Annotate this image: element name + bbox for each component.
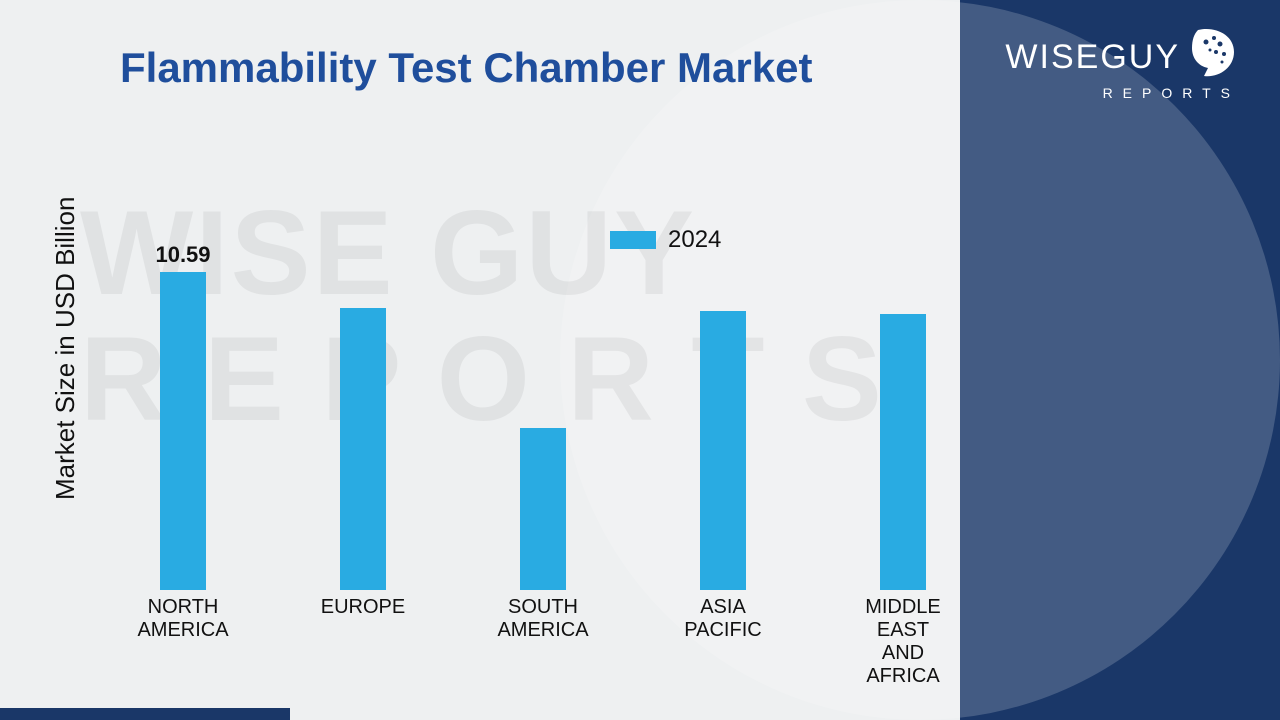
bottom-accent-bar [0,708,290,720]
bar [160,272,206,590]
canvas: WISEGUY REPORTS WISE GUY R E P O R T S F… [0,0,1280,720]
bar-category-label: SOUTHAMERICA [453,590,633,642]
bar [880,314,926,590]
bar-group: ASIAPACIFIC [700,311,746,590]
brand-logo: WISEGUY REPORTS [1005,28,1240,101]
bar-category-label: EUROPE [273,590,453,619]
brand-name: WISEGUY [1005,38,1180,77]
bar [340,308,386,590]
chart-title: Flammability Test Chamber Market [120,44,812,92]
bar-group: 10.59NORTHAMERICA [160,272,206,590]
legend-swatch [610,231,656,249]
legend-label: 2024 [668,226,721,254]
chart-plot-area: 10.59NORTHAMERICA EUROPE SOUTHAMERICA ASIAP… [100,260,1000,590]
bar-category-label: NORTHAMERICA [93,590,273,642]
bar-category-label: ASIAPACIFIC [633,590,813,642]
bar [700,311,746,590]
bar-group: SOUTHAMERICA [520,428,566,590]
legend: 2024 [610,226,721,254]
bar [520,428,566,590]
bar-group: EUROPE [340,308,386,590]
brand-head-icon [1186,28,1240,87]
bar-category-label: MIDDLEEASTANDAFRICA [813,590,993,688]
y-axis-label: Market Size in USD Billion [50,197,81,500]
bar-group: MIDDLEEASTANDAFRICA [880,314,926,590]
bar-value-label: 10.59 [155,242,210,272]
brand-logo-text: WISEGUY [1005,28,1240,87]
brand-subtitle: REPORTS [1005,85,1240,101]
